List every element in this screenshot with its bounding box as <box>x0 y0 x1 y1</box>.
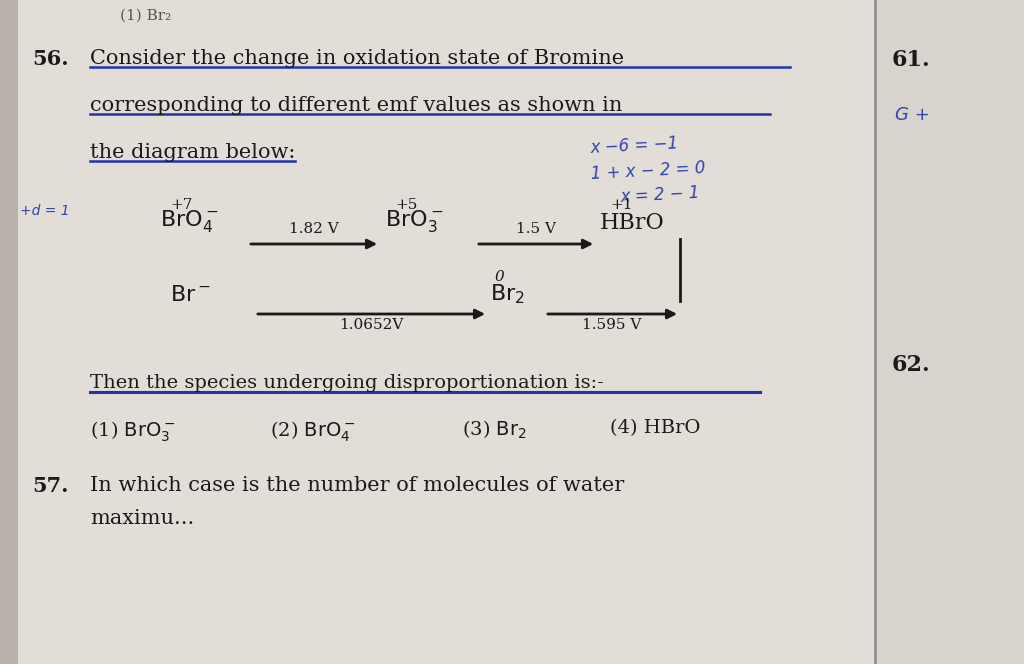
Text: (4) HBrO: (4) HBrO <box>610 419 700 437</box>
Text: +d = 1: +d = 1 <box>20 204 70 218</box>
Text: Consider the change in oxidation state of Bromine: Consider the change in oxidation state o… <box>90 49 624 68</box>
Text: In which case is the number of molecules of water: In which case is the number of molecules… <box>90 476 625 495</box>
Text: 1.0652V: 1.0652V <box>339 318 403 332</box>
Text: +5: +5 <box>395 198 418 212</box>
Text: (2) $\mathrm{BrO_4^-}$: (2) $\mathrm{BrO_4^-}$ <box>270 419 355 444</box>
Text: G +: G + <box>895 106 930 124</box>
Text: 62.: 62. <box>892 354 931 376</box>
Text: 1.5 V: 1.5 V <box>516 222 556 236</box>
Text: the diagram below:: the diagram below: <box>90 143 295 162</box>
Text: 0: 0 <box>495 270 505 284</box>
Text: 1 + x − 2 = 0: 1 + x − 2 = 0 <box>590 159 706 183</box>
Text: 1.82 V: 1.82 V <box>289 222 339 236</box>
Bar <box>874 0 1024 664</box>
Text: maximu...: maximu... <box>90 509 195 528</box>
Text: x −6 = −1: x −6 = −1 <box>590 134 679 157</box>
Text: Then the species undergoing disproportionation is:-: Then the species undergoing disproportio… <box>90 374 604 392</box>
Text: (1) Br₂: (1) Br₂ <box>120 9 171 23</box>
Text: (3) $\mathrm{Br_2}$: (3) $\mathrm{Br_2}$ <box>462 419 526 442</box>
Bar <box>0 0 874 664</box>
Text: corresponding to different emf values as shown in: corresponding to different emf values as… <box>90 96 623 115</box>
Text: (1) $\mathrm{BrO_3^-}$: (1) $\mathrm{BrO_3^-}$ <box>90 419 175 444</box>
Text: 61.: 61. <box>892 49 931 71</box>
Text: $\mathrm{Br^-}$: $\mathrm{Br^-}$ <box>170 284 211 306</box>
Text: HBrO: HBrO <box>600 212 665 234</box>
Text: 57.: 57. <box>32 476 69 496</box>
Text: +1: +1 <box>610 198 633 212</box>
Text: 56.: 56. <box>32 49 69 69</box>
Text: +7: +7 <box>170 198 193 212</box>
Text: $\mathrm{BrO_4^-}$: $\mathrm{BrO_4^-}$ <box>160 208 218 234</box>
Bar <box>0 0 18 664</box>
Text: $\mathrm{BrO_3^-}$: $\mathrm{BrO_3^-}$ <box>385 208 443 234</box>
Text: 1.595 V: 1.595 V <box>583 318 642 332</box>
Text: x = 2 − 1: x = 2 − 1 <box>620 184 700 206</box>
Text: $\mathrm{Br_2}$: $\mathrm{Br_2}$ <box>490 282 525 306</box>
